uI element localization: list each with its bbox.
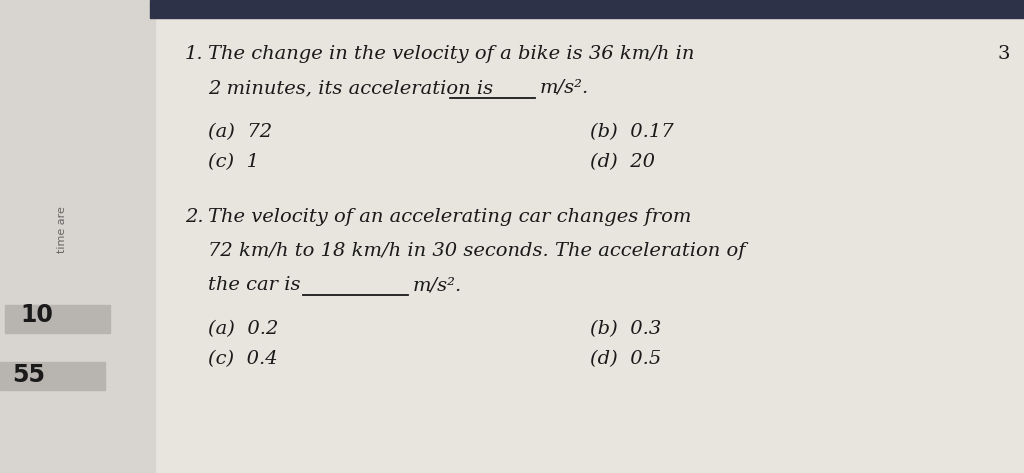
Text: m/s².: m/s². [540,79,589,97]
Text: The change in the velocity of a bike is 36 km/h in: The change in the velocity of a bike is … [208,45,694,63]
Text: time are: time are [57,207,67,254]
Text: (d)  0.5: (d) 0.5 [590,350,662,368]
Text: 2.: 2. [185,208,204,226]
Text: 10: 10 [20,303,53,327]
Text: 1.: 1. [185,45,204,63]
Text: 3: 3 [997,45,1010,63]
Text: (b)  0.3: (b) 0.3 [590,320,662,338]
Bar [0,362,105,390]
Text: (c)  0.4: (c) 0.4 [208,350,278,368]
Text: 72 km/h to 18 km/h in 30 seconds. The acceleration of: 72 km/h to 18 km/h in 30 seconds. The ac… [208,242,745,260]
Text: (b)  0.17: (b) 0.17 [590,123,674,141]
Text: (d)  20: (d) 20 [590,153,655,171]
Bar [0,0,155,473]
Text: m/s².: m/s². [413,276,462,294]
Text: the car is: the car is [208,276,300,294]
Bar [5,305,110,333]
Text: 2 minutes, its acceleration is: 2 minutes, its acceleration is [208,79,494,97]
Text: (c)  1: (c) 1 [208,153,259,171]
Text: (a)  72: (a) 72 [208,123,272,141]
Bar [150,0,1024,18]
Text: (a)  0.2: (a) 0.2 [208,320,279,338]
Text: The velocity of an accelerating car changes from: The velocity of an accelerating car chan… [208,208,691,226]
Text: 55: 55 [12,363,45,387]
